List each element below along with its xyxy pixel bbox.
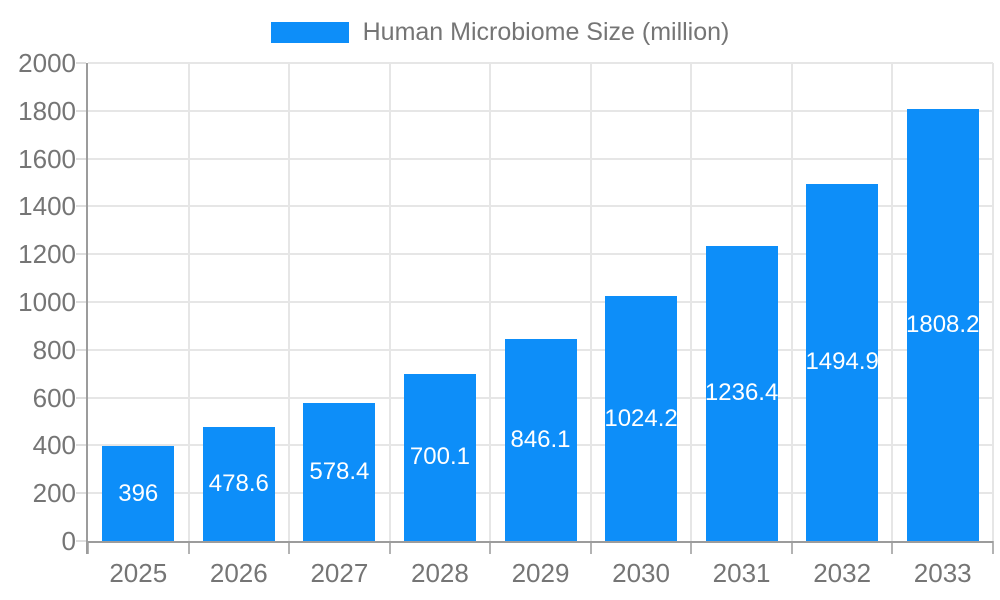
x-axis-tick — [288, 541, 291, 554]
gridline-vertical — [992, 63, 994, 541]
gridline-horizontal — [88, 62, 993, 64]
y-axis-label: 0 — [61, 526, 76, 556]
y-axis-label: 400 — [32, 430, 76, 461]
x-axis-label: 2033 — [913, 558, 972, 588]
y-axis-tick — [76, 62, 86, 64]
x-axis-tick — [992, 541, 994, 554]
y-axis-label: 1800 — [18, 95, 76, 126]
gridline-vertical — [891, 63, 894, 541]
x-axis-label: 2029 — [511, 558, 570, 588]
gridline-vertical — [388, 63, 391, 541]
x-axis-label: 2030 — [612, 558, 670, 588]
gridline-horizontal — [88, 157, 993, 160]
bar-value-label: 396 — [118, 479, 159, 507]
legend-swatch — [270, 22, 349, 43]
bar-value-label: 478.6 — [208, 469, 269, 497]
bar: 1808.2 — [906, 108, 980, 541]
gridline-vertical — [690, 63, 693, 541]
x-axis-line — [88, 541, 993, 543]
x-axis-label: 2026 — [209, 558, 268, 588]
gridline-vertical — [790, 63, 793, 541]
y-axis-label: 2000 — [18, 48, 76, 78]
y-axis-label: 600 — [32, 382, 76, 413]
gridline-vertical — [187, 63, 190, 541]
y-axis-tick — [76, 348, 86, 351]
legend[interactable]: Human Microbiome Size (million) — [0, 18, 1000, 47]
x-axis-label: 2032 — [813, 558, 872, 588]
y-axis-tick — [76, 157, 86, 160]
y-axis-tick — [76, 492, 86, 495]
bar-value-label: 846.1 — [510, 425, 571, 453]
x-axis-label: 2031 — [712, 558, 771, 588]
y-axis-tick — [76, 253, 86, 256]
x-axis-tick — [891, 541, 894, 554]
bar: 396 — [102, 446, 175, 541]
bar-value-label: 1494.9 — [805, 348, 879, 376]
bar-value-label: 1236.4 — [704, 379, 779, 407]
y-axis-label: 1000 — [18, 287, 76, 317]
x-axis-tick — [690, 541, 693, 554]
bar-value-label: 700.1 — [409, 443, 470, 471]
gridline-horizontal — [88, 253, 993, 256]
bar-value-label: 1808.2 — [906, 310, 980, 338]
plot-area: 396 478.6 578.4 700.1 846.1 1024.2 1236.4 1494.… — [88, 62, 994, 541]
gridline-horizontal — [88, 205, 993, 208]
bar: 700.1 — [403, 373, 476, 541]
bar-value-label: 578.4 — [309, 457, 370, 485]
bar: 1024.2 — [604, 296, 678, 541]
bar: 846.1 — [504, 338, 577, 541]
x-axis-tick — [87, 541, 89, 554]
gridline-vertical — [489, 63, 492, 541]
x-axis-label: 2025 — [109, 558, 168, 588]
y-axis-label: 200 — [32, 478, 76, 509]
gridline-horizontal — [88, 109, 993, 112]
y-axis-tick — [76, 301, 86, 303]
bar-value-label: 1024.2 — [604, 404, 678, 432]
y-axis-tick — [76, 540, 86, 542]
y-axis-label: 1400 — [18, 191, 76, 222]
bar: 578.4 — [303, 402, 376, 541]
y-axis-tick — [76, 444, 86, 447]
gridline-vertical — [589, 63, 592, 541]
x-axis-tick — [790, 541, 793, 554]
y-axis-tick — [76, 109, 86, 112]
legend-label: Human Microbiome Size (million) — [362, 18, 730, 46]
x-axis-label: 2028 — [411, 558, 469, 588]
x-axis-tick — [589, 541, 592, 554]
bar: 1236.4 — [704, 245, 779, 541]
gridline-horizontal — [88, 301, 993, 303]
y-axis-line — [86, 63, 88, 554]
y-axis-label: 1200 — [18, 239, 76, 270]
y-axis-tick — [76, 205, 86, 208]
y-axis-tick — [76, 396, 86, 399]
y-axis-label: 1600 — [18, 143, 76, 174]
x-axis-tick — [489, 541, 492, 554]
bar: 1494.9 — [805, 183, 879, 541]
gridline-vertical — [288, 63, 291, 541]
x-axis-label: 2027 — [310, 558, 369, 588]
x-axis-tick — [388, 541, 391, 554]
y-axis-label: 800 — [32, 334, 76, 365]
x-axis-tick — [187, 541, 190, 554]
bar: 478.6 — [202, 426, 275, 541]
